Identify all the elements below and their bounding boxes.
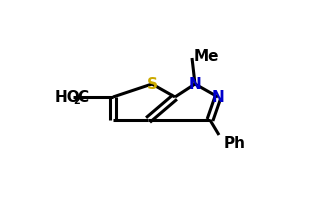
Text: N: N	[211, 89, 224, 104]
Text: Ph: Ph	[224, 136, 246, 151]
Text: N: N	[189, 76, 202, 91]
Text: Me: Me	[194, 48, 220, 63]
Text: S: S	[146, 76, 157, 91]
Text: HO: HO	[55, 89, 81, 104]
Text: C: C	[77, 89, 88, 104]
Text: 2: 2	[73, 96, 80, 106]
